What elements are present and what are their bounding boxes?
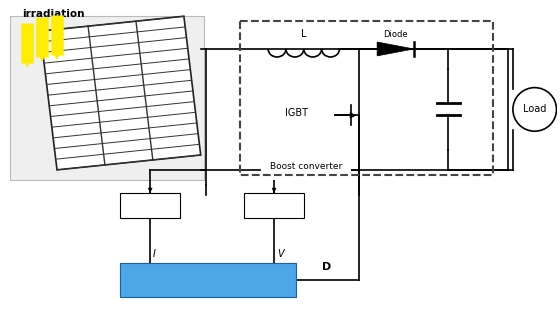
Text: Boost converter: Boost converter: [270, 162, 342, 171]
Text: I: I: [153, 249, 156, 259]
Text: Current: Current: [134, 201, 166, 210]
FancyBboxPatch shape: [120, 193, 180, 218]
Polygon shape: [40, 16, 200, 170]
Text: Load: Load: [523, 104, 547, 114]
Text: irradiation: irradiation: [22, 9, 85, 19]
Text: IGBT: IGBT: [285, 108, 308, 118]
Text: Controller: Controller: [177, 275, 239, 285]
Text: V: V: [277, 249, 284, 259]
Text: L: L: [301, 29, 306, 39]
FancyBboxPatch shape: [120, 263, 296, 297]
FancyBboxPatch shape: [11, 16, 204, 180]
Polygon shape: [377, 42, 414, 56]
Text: Diode: Diode: [383, 30, 408, 39]
FancyBboxPatch shape: [244, 193, 304, 218]
Text: D: D: [323, 262, 332, 272]
Text: Voltage: Voltage: [258, 201, 290, 210]
